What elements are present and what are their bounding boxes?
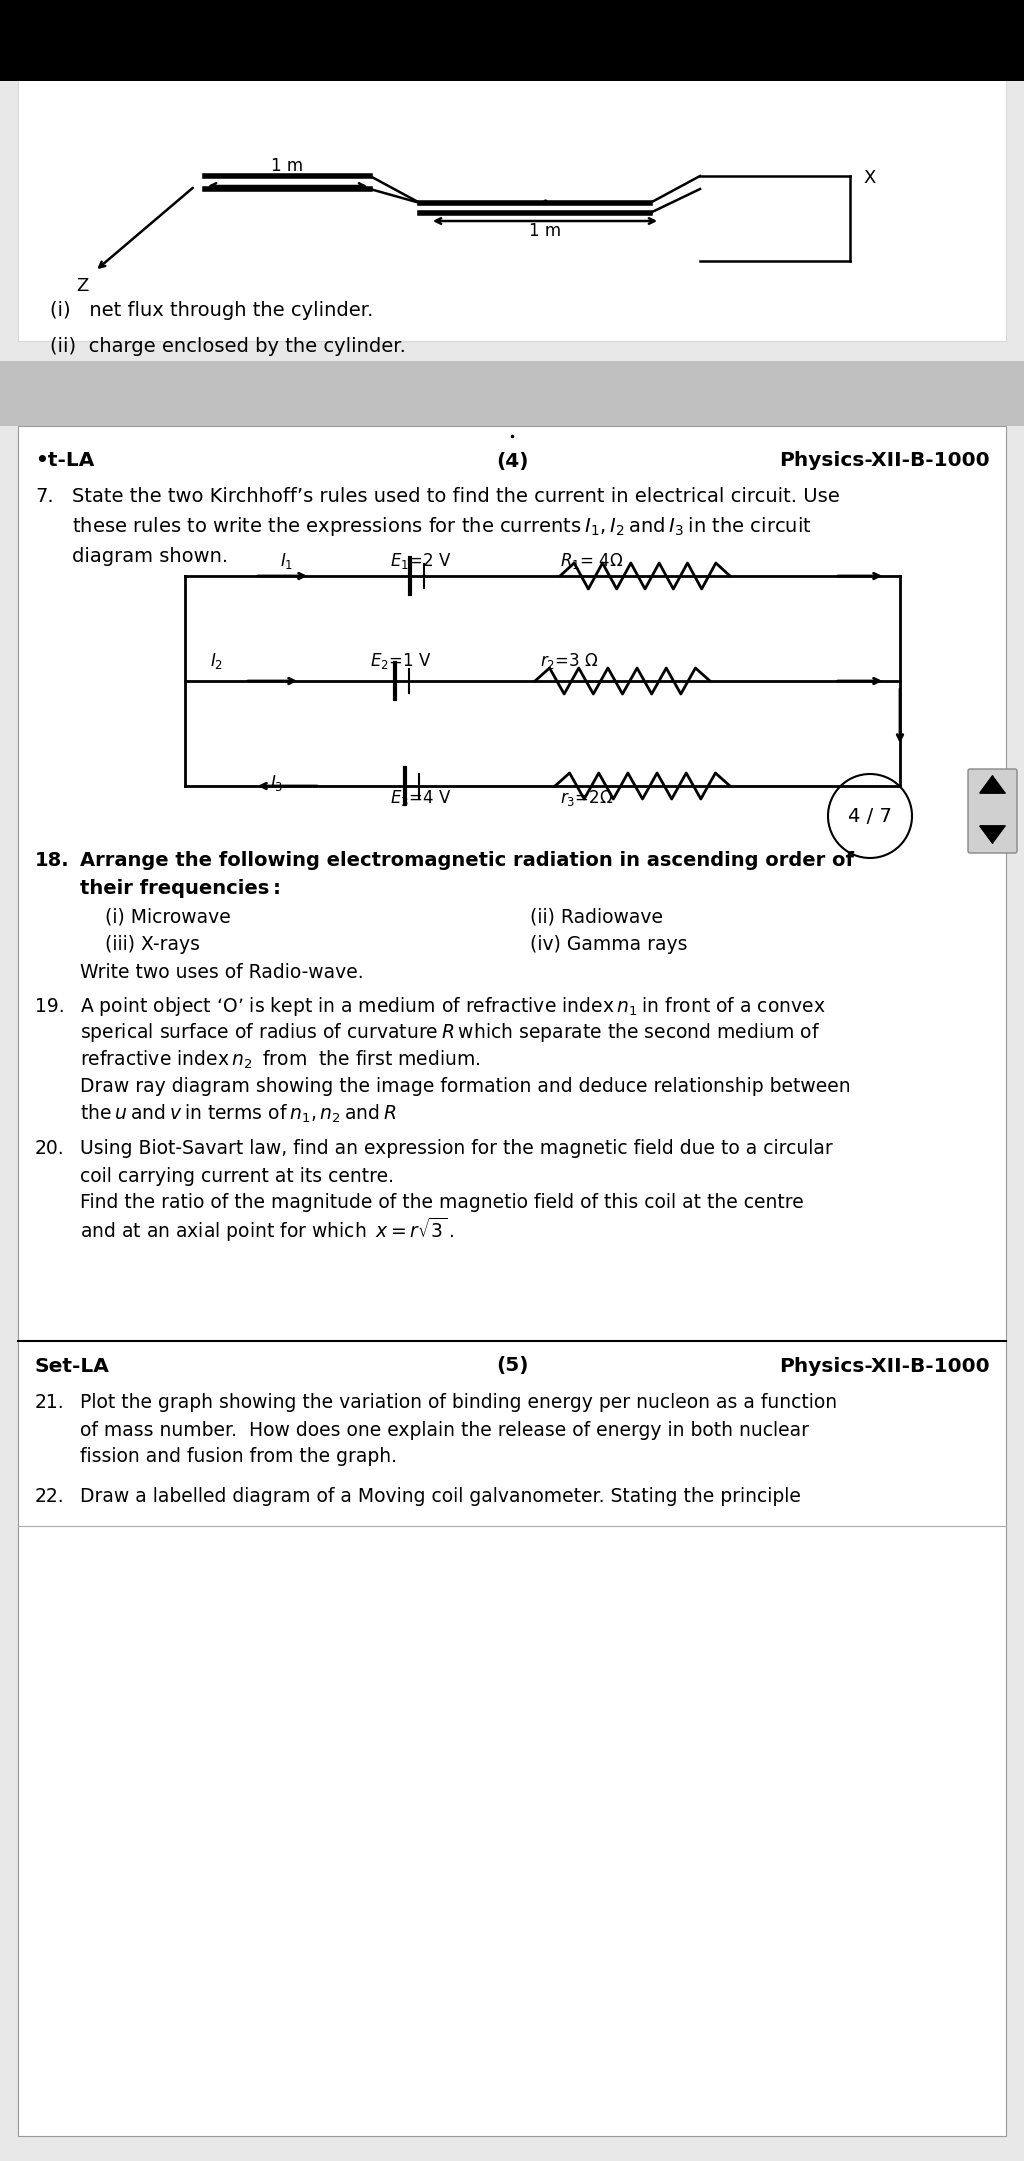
Text: $I_1$: $I_1$	[280, 551, 293, 571]
Text: these rules to write the expressions for the currents $I_1,I_2$ and $I_3$ in the: these rules to write the expressions for…	[72, 514, 812, 538]
Text: 21.: 21.	[35, 1394, 65, 1413]
Text: Write two uses of Radio-wave.: Write two uses of Radio-wave.	[80, 964, 364, 983]
Text: their frequencies :: their frequencies :	[80, 880, 281, 899]
Text: $E_2$=1 V: $E_2$=1 V	[370, 650, 431, 672]
Text: (i) Microwave: (i) Microwave	[105, 908, 230, 927]
FancyBboxPatch shape	[0, 0, 1024, 80]
Text: refractive index $n_2$  from  the first medium.: refractive index $n_2$ from the first me…	[80, 1048, 480, 1072]
Text: 1 m: 1 m	[271, 158, 303, 175]
FancyBboxPatch shape	[968, 769, 1017, 854]
Text: Find the ratio of the magnitude of the magnetio field of this coil at the centre: Find the ratio of the magnitude of the m…	[80, 1193, 804, 1212]
Text: 20.: 20.	[35, 1139, 65, 1158]
Text: (5): (5)	[496, 1357, 528, 1377]
FancyBboxPatch shape	[18, 11, 1006, 341]
Text: the $u$ and $v$ in terms of $n_1$, $n_2$ and $R$: the $u$ and $v$ in terms of $n_1$, $n_2$…	[80, 1102, 396, 1126]
Text: (iii) X-rays: (iii) X-rays	[105, 936, 200, 955]
Text: $r_3$=2Ω: $r_3$=2Ω	[560, 789, 613, 808]
Text: $I_3$: $I_3$	[270, 774, 284, 793]
Text: and at an axial point for which  $x = r\sqrt{3}$ .: and at an axial point for which $x = r\s…	[80, 1217, 455, 1245]
Text: State the two Kirchhoff’s rules used to find the current in electrical circuit. : State the two Kirchhoff’s rules used to …	[72, 486, 840, 506]
Polygon shape	[980, 826, 1005, 843]
Text: fission and fusion from the graph.: fission and fusion from the graph.	[80, 1448, 397, 1467]
Text: 19.: 19.	[35, 996, 65, 1016]
Text: 7.: 7.	[35, 486, 53, 506]
Text: A point object ‘O’ is kept in a medium of refractive index $n_1$ in front of a c: A point object ‘O’ is kept in a medium o…	[80, 994, 825, 1018]
Text: Plot the graph showing the variation of binding energy per nucleon as a function: Plot the graph showing the variation of …	[80, 1394, 838, 1413]
Text: X: X	[864, 169, 877, 188]
Text: (4): (4)	[496, 452, 528, 471]
Text: Physics-XII-B-1000: Physics-XII-B-1000	[779, 1357, 990, 1377]
Text: Physics-XII-B-1000: Physics-XII-B-1000	[779, 452, 990, 471]
Text: 22.: 22.	[35, 1487, 65, 1506]
Text: $r_2$=3 Ω: $r_2$=3 Ω	[540, 650, 599, 672]
Text: diagram shown.: diagram shown.	[72, 547, 228, 566]
Text: $E_3$=4 V: $E_3$=4 V	[390, 789, 452, 808]
Text: 4 / 7: 4 / 7	[848, 806, 892, 826]
Text: 18.: 18.	[35, 851, 70, 871]
Text: Z: Z	[76, 277, 88, 296]
Text: (ii)  charge enclosed by the cylinder.: (ii) charge enclosed by the cylinder.	[50, 337, 406, 357]
Text: coil carrying current at its centre.: coil carrying current at its centre.	[80, 1167, 394, 1186]
Text: (i)   net flux through the cylinder.: (i) net flux through the cylinder.	[50, 303, 374, 320]
Text: Using Biot-Savart law, find an expression for the magnetic field due to a circul: Using Biot-Savart law, find an expressio…	[80, 1139, 833, 1158]
Text: sperical surface of radius of curvature $R$ which separate the second medium of: sperical surface of radius of curvature …	[80, 1022, 820, 1044]
Polygon shape	[980, 776, 1005, 793]
FancyBboxPatch shape	[18, 426, 1006, 2135]
Text: Draw ray diagram showing the image formation and deduce relationship between: Draw ray diagram showing the image forma…	[80, 1078, 851, 1096]
Text: 1 m: 1 m	[529, 223, 561, 240]
Text: $I_2$: $I_2$	[210, 650, 223, 672]
Text: Draw a labelled diagram of a Moving coil galvanometer. Stating the principle: Draw a labelled diagram of a Moving coil…	[80, 1487, 801, 1506]
Text: Set-LA: Set-LA	[35, 1357, 110, 1377]
Text: of mass number.  How does one explain the release of energy in both nuclear: of mass number. How does one explain the…	[80, 1420, 809, 1439]
Text: (ii) Radiowave: (ii) Radiowave	[530, 908, 663, 927]
FancyBboxPatch shape	[0, 361, 1024, 426]
Text: $E_1$=2 V: $E_1$=2 V	[390, 551, 452, 571]
Text: •t-LA: •t-LA	[35, 452, 94, 471]
Text: $R_1$= 4Ω: $R_1$= 4Ω	[560, 551, 624, 571]
Text: (iv) Gamma rays: (iv) Gamma rays	[530, 936, 687, 955]
Text: Arrange the following electromagnetic radiation in ascending order of: Arrange the following electromagnetic ra…	[80, 851, 854, 871]
